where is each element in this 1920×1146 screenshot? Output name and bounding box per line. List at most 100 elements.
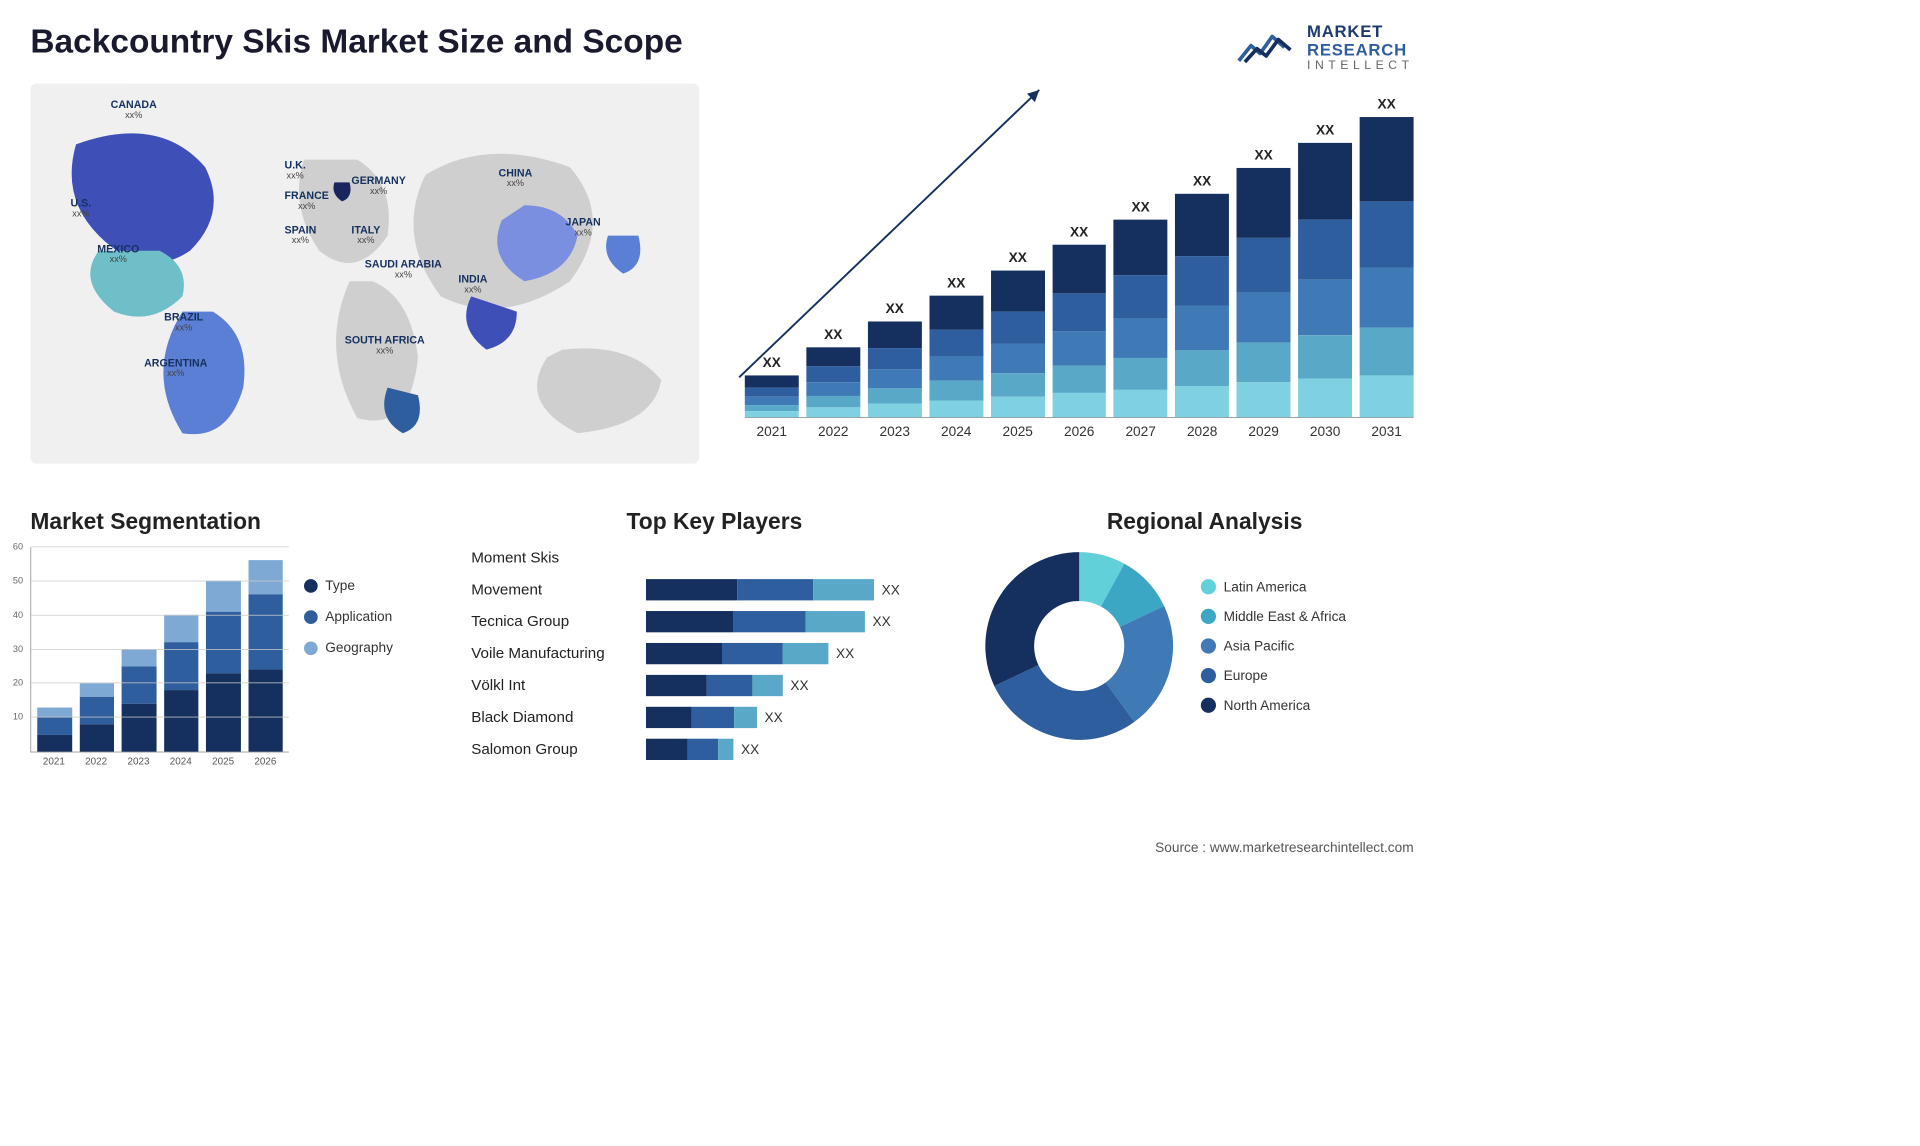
x-axis-label: 2031 (1360, 424, 1414, 440)
segmentation-chart: 102030405060 (30, 547, 288, 752)
map-label: U.S.xx% (71, 198, 92, 220)
seg-bar (37, 707, 72, 751)
top-row: CANADAxx%U.S.xx%MEXICOxx%BRAZILxx%ARGENT… (30, 84, 1428, 487)
map-label: MEXICOxx% (97, 243, 139, 265)
growth-bar: XX (806, 327, 860, 418)
segmentation-legend: Type Application Geography (304, 547, 393, 767)
segmentation-title: Market Segmentation (30, 509, 448, 535)
map-label: INDIAxx% (458, 274, 487, 296)
player-value: XX (741, 741, 759, 757)
player-bar: XX (646, 707, 958, 728)
map-label: SAUDI ARABIAxx% (365, 258, 442, 280)
legend-item: North America (1201, 697, 1346, 713)
x-axis-label: 2021 (745, 424, 799, 440)
player-value: XX (836, 646, 854, 662)
legend-item: Latin America (1201, 579, 1346, 595)
bar-value: XX (886, 301, 904, 317)
seg-bar (122, 649, 157, 752)
logo-text: MARKET RESEARCH INTELLECT (1307, 23, 1414, 73)
x-axis-label: 2026 (248, 755, 283, 766)
player-name: Movement (471, 579, 542, 600)
map-canvas: CANADAxx%U.S.xx%MEXICOxx%BRAZILxx%ARGENT… (30, 84, 699, 464)
map-label: ARGENTINAxx% (144, 357, 207, 379)
growth-bar: XX (1237, 148, 1291, 417)
x-axis-label: 2022 (806, 424, 860, 440)
player-bar: XX (646, 675, 958, 696)
map-label: SOUTH AFRICAxx% (345, 334, 425, 356)
player-bar: XX (646, 643, 958, 664)
bar-value: XX (1255, 148, 1273, 164)
bar-value: XX (1378, 97, 1396, 113)
legend-item: Europe (1201, 668, 1346, 684)
x-axis-label: 2025 (991, 424, 1045, 440)
bar-value: XX (824, 327, 842, 343)
donut-slice (985, 552, 1079, 686)
seg-bar (248, 560, 283, 752)
logo: MARKET RESEARCH INTELLECT (1236, 23, 1414, 73)
player-value: XX (790, 678, 808, 694)
x-axis-label: 2028 (1175, 424, 1229, 440)
players-title: Top Key Players (471, 509, 957, 535)
player-name: Völkl Int (471, 675, 525, 696)
x-axis-label: 2030 (1298, 424, 1352, 440)
legend-item: Geography (304, 640, 393, 656)
x-axis-label: 2025 (206, 755, 241, 766)
player-value: XX (872, 614, 890, 630)
bar-value: XX (1070, 224, 1088, 240)
x-axis-label: 2023 (868, 424, 922, 440)
page-title: Backcountry Skis Market Size and Scope (30, 23, 1428, 61)
growth-bar: XX (1114, 199, 1168, 417)
growth-bar: XX (1052, 224, 1106, 417)
player-name: Salomon Group (471, 739, 577, 760)
growth-bar: XX (868, 301, 922, 417)
map-label: ITALYxx% (351, 224, 380, 246)
growth-chart: XXXXXXXXXXXXXXXXXXXXXX 20212022202320242… (730, 84, 1429, 487)
map-label: JAPANxx% (565, 217, 600, 239)
x-axis-label: 2026 (1052, 424, 1106, 440)
players-bars: XX XX XX XX XX XX (646, 547, 958, 760)
regional-title: Regional Analysis (980, 509, 1428, 535)
growth-bar: XX (745, 355, 799, 417)
bottom-row: Market Segmentation 102030405060 2021202… (30, 509, 1428, 767)
map-label: GERMANYxx% (351, 175, 405, 197)
players-labels: Moment SkisMovementTecnica GroupVoile Ma… (471, 547, 631, 760)
players-panel: Top Key Players Moment Skis Movement Tecni… (471, 509, 957, 767)
donut-chart (980, 547, 1178, 745)
x-axis-label: 2029 (1237, 424, 1291, 440)
bar-value: XX (1193, 173, 1211, 189)
map-label: SPAINxx% (285, 224, 317, 246)
seg-bar (206, 581, 241, 752)
player-name: Black Diamond (471, 707, 573, 728)
source-text: Source : www.marketresearchintellect.com (1155, 840, 1413, 856)
legend-item: Type (304, 578, 393, 594)
x-axis-label: 2022 (79, 755, 114, 766)
player-bar: XX (646, 579, 958, 600)
segmentation-panel: Market Segmentation 102030405060 2021202… (30, 509, 448, 767)
logo-icon (1236, 23, 1297, 72)
player-bar: XX (646, 611, 958, 632)
bar-value: XX (1009, 250, 1027, 266)
growth-bar: XX (1175, 173, 1229, 417)
regional-panel: Regional Analysis Latin America Middle Ea… (980, 509, 1428, 767)
map-label: U.K.xx% (285, 160, 306, 182)
donut-legend: Latin AmericaMiddle East & AfricaAsia Pa… (1201, 579, 1346, 714)
bar-value: XX (763, 355, 781, 371)
bar-value: XX (947, 275, 965, 291)
player-name: Tecnica Group (471, 611, 569, 632)
bar-value: XX (1132, 199, 1150, 215)
x-axis-label: 2024 (163, 755, 198, 766)
player-bar (646, 547, 958, 568)
legend-item: Middle East & Africa (1201, 608, 1346, 624)
player-value: XX (765, 709, 783, 725)
player-name: Moment Skis (471, 547, 559, 568)
x-axis-label: 2023 (121, 755, 156, 766)
map-label: CHINAxx% (499, 167, 533, 189)
map-label: FRANCExx% (285, 190, 329, 212)
bar-value: XX (1316, 122, 1334, 138)
legend-item: Application (304, 609, 393, 625)
x-axis-label: 2027 (1114, 424, 1168, 440)
map-label: CANADAxx% (111, 99, 157, 121)
world-map: CANADAxx%U.S.xx%MEXICOxx%BRAZILxx%ARGENT… (30, 84, 699, 487)
growth-bar: XX (929, 275, 983, 417)
growth-bar: XX (991, 250, 1045, 417)
